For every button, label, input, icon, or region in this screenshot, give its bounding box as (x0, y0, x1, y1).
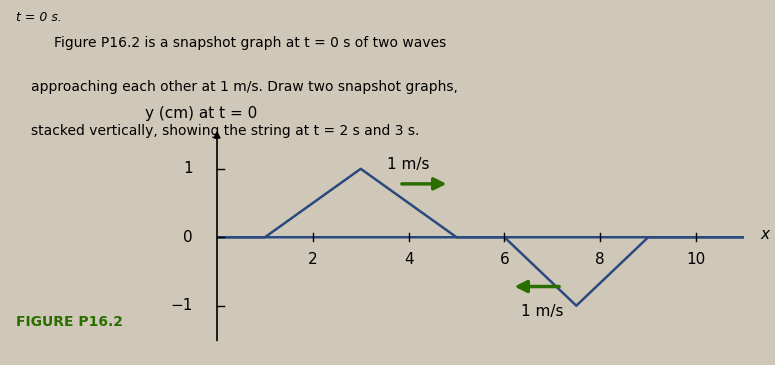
Text: y (cm) at t = 0: y (cm) at t = 0 (145, 106, 257, 121)
Text: 1: 1 (184, 161, 193, 176)
Text: 2: 2 (308, 252, 318, 267)
Text: FIGURE P16.2: FIGURE P16.2 (16, 315, 122, 328)
Text: 6: 6 (500, 252, 509, 267)
Text: 1 m/s: 1 m/s (387, 157, 429, 172)
Text: t = 0 s.: t = 0 s. (16, 11, 61, 24)
Text: 8: 8 (595, 252, 605, 267)
Text: approaching each other at 1 m/s. Draw two snapshot graphs,: approaching each other at 1 m/s. Draw tw… (31, 80, 458, 94)
Text: 1 m/s: 1 m/s (522, 304, 563, 319)
Text: stacked vertically, showing the string at t = 2 s and 3 s.: stacked vertically, showing the string a… (31, 124, 419, 138)
Text: 0: 0 (184, 230, 193, 245)
Text: x (m): x (m) (761, 226, 775, 241)
Text: 4: 4 (404, 252, 413, 267)
Text: 10: 10 (687, 252, 706, 267)
Text: Figure P16.2 is a snapshot graph at t = 0 s of two waves: Figure P16.2 is a snapshot graph at t = … (54, 36, 446, 50)
Text: −1: −1 (170, 298, 193, 313)
